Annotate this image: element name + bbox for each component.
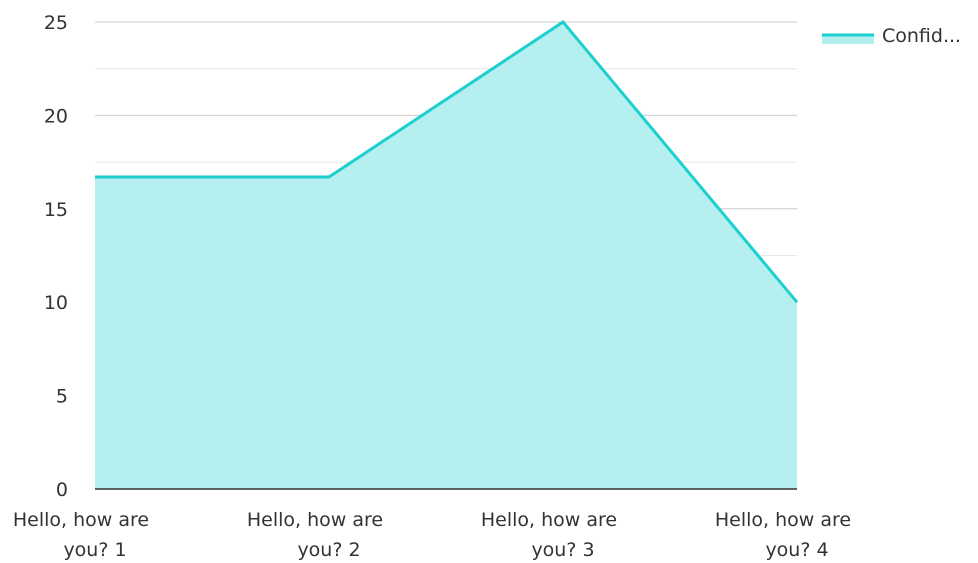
y-tick-label: 0 bbox=[56, 479, 68, 501]
x-tick-label: Hello, how are you? 3 bbox=[481, 509, 617, 561]
y-tick-label: 20 bbox=[44, 105, 68, 127]
y-tick-label: 15 bbox=[44, 199, 68, 221]
x-tick-label: Hello, how are you? 2 bbox=[247, 509, 383, 561]
y-axis-tick-labels: 0 5 10 15 20 25 bbox=[44, 12, 68, 501]
x-axis-tick-labels: Hello, how are you? 1 Hello, how are you? 2… bbox=[13, 509, 851, 561]
y-tick-label: 10 bbox=[44, 292, 68, 314]
x-tick-label: Hello, how are you? 1 bbox=[13, 509, 149, 561]
y-tick-label: 25 bbox=[44, 12, 68, 34]
legend[interactable]: Confid... bbox=[822, 25, 961, 47]
legend-swatch-fill bbox=[822, 34, 874, 44]
y-tick-label: 5 bbox=[56, 386, 68, 408]
x-tick-label: Hello, how are you? 4 bbox=[715, 509, 851, 561]
legend-label-series: Confid... bbox=[882, 25, 961, 47]
series-line bbox=[95, 20, 799, 304]
series-area-fill bbox=[95, 22, 797, 489]
